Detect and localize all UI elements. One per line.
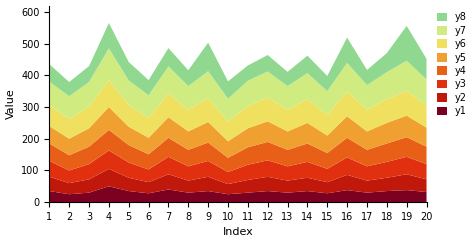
X-axis label: Index: Index	[223, 227, 253, 237]
Legend: y8, y7, y6, y5, y4, y3, y2, y1: y8, y7, y6, y5, y4, y3, y2, y1	[435, 10, 468, 118]
Y-axis label: Value: Value	[6, 88, 16, 119]
